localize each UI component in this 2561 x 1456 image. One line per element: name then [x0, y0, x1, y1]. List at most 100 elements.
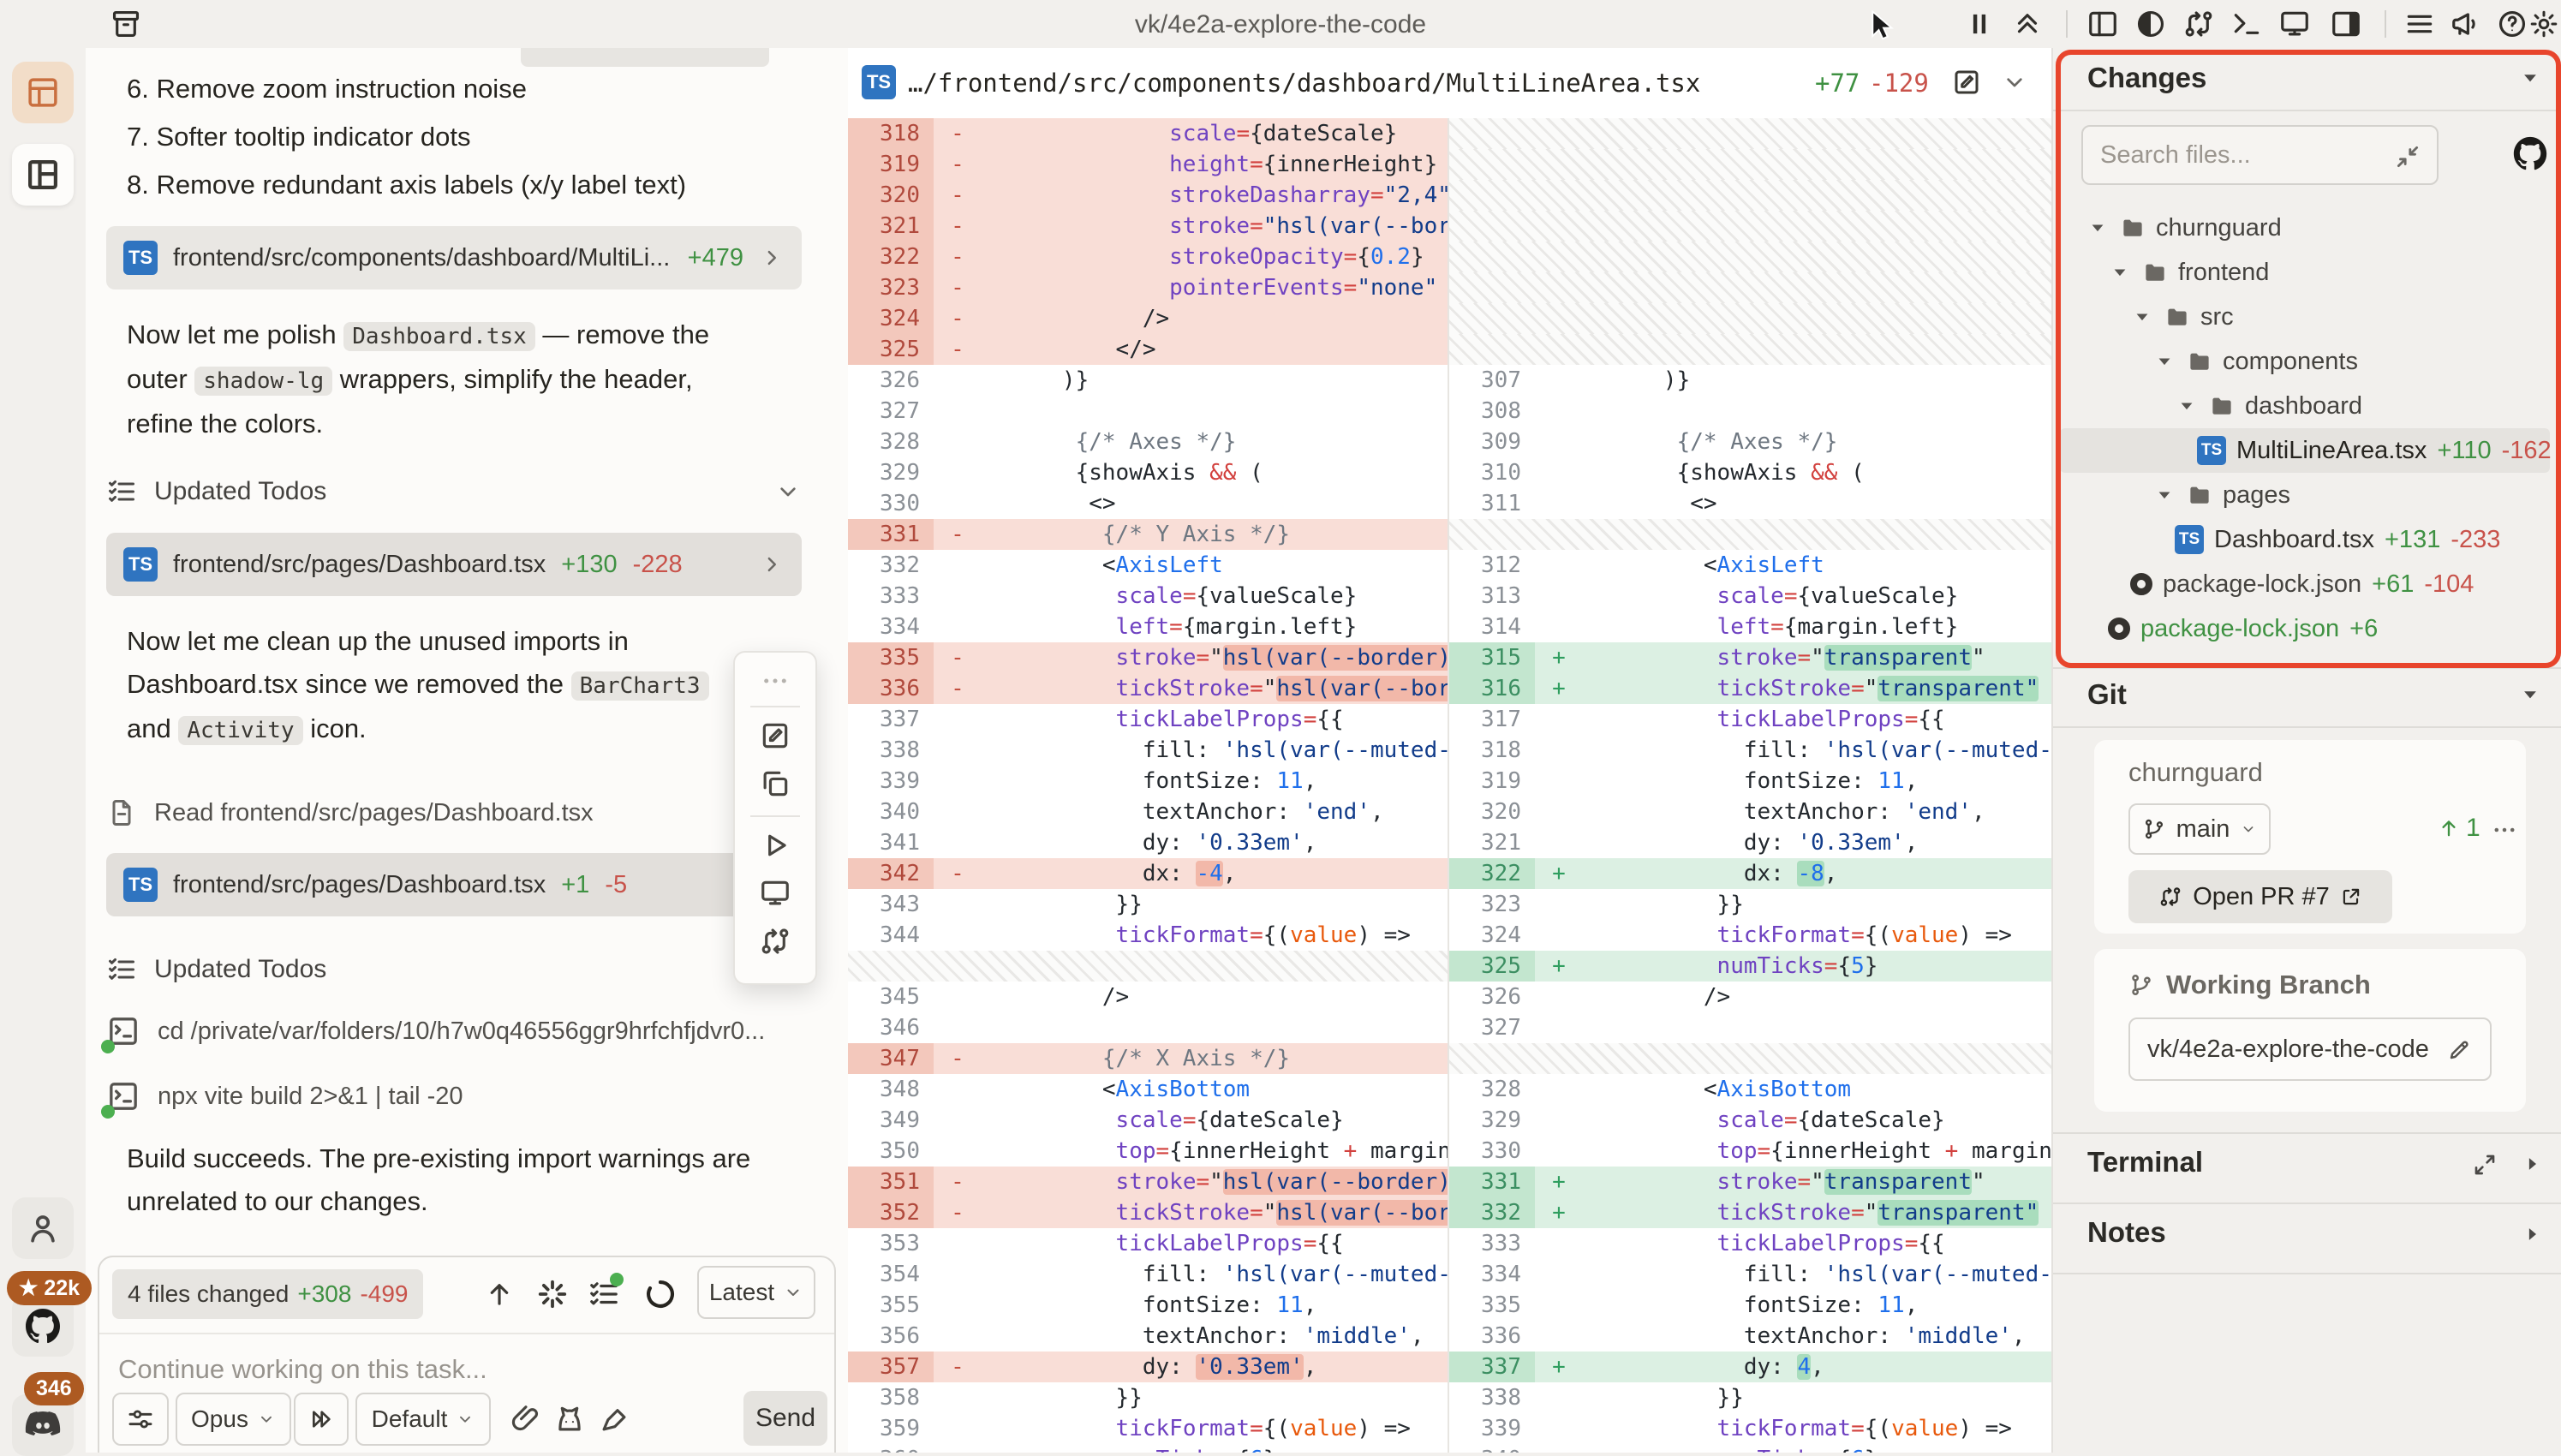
updated-todos-row[interactable]: Updated Todos [106, 947, 802, 992]
ts-file-icon: TS [862, 65, 896, 99]
caret-right-icon[interactable] [2519, 1221, 2545, 1247]
search-files-input[interactable] [2098, 132, 2367, 178]
fast-forward-button[interactable] [294, 1393, 349, 1446]
diff-pane-old[interactable]: 318- scale={dateScale}319- height={inner… [848, 118, 1448, 1453]
caret-down-icon[interactable] [2517, 65, 2543, 91]
git-section-title[interactable]: Git [2087, 678, 2127, 711]
file-chip-dashboard-1[interactable]: TS frontend/src/pages/Dashboard.tsx +130… [106, 533, 802, 596]
diff-row: 309 {/* Axes */} [1449, 427, 2051, 457]
diff-row: 325- </> [848, 334, 1448, 365]
caret-down-icon[interactable] [2517, 682, 2543, 707]
green-dot [610, 1273, 624, 1286]
mode-dropdown[interactable]: Default [355, 1393, 491, 1446]
terminal-icon[interactable] [2230, 8, 2263, 40]
app-window: { "top_bar": {"title": "vk/4e2a-explore-… [0, 0, 2561, 1453]
tree-folder-frontend[interactable]: frontend [2108, 250, 2269, 295]
spark-icon[interactable] [536, 1278, 569, 1310]
diff-row: 333 scale={valueScale} [848, 581, 1448, 612]
rail-item-account[interactable] [12, 1197, 74, 1259]
chevrons-up-icon[interactable] [2011, 8, 2044, 40]
folder-icon [2187, 482, 2212, 508]
menu-icon[interactable] [2403, 8, 2436, 40]
latest-dropdown[interactable]: Latest [697, 1266, 815, 1319]
files-changed-label: 4 files changed [128, 1280, 289, 1308]
monitor-icon[interactable] [759, 877, 791, 910]
copy-icon[interactable] [759, 767, 791, 800]
panel-right-icon[interactable] [2330, 8, 2362, 40]
tree-file-Dashboard.tsx[interactable]: TSDashboard.tsx+131-233 [2175, 517, 2500, 562]
files-changed-pill[interactable]: 4 files changed +308 -499 [112, 1269, 423, 1319]
send-button[interactable]: Send [743, 1391, 827, 1446]
diff-row: 348 <AxisBottom [848, 1074, 1448, 1105]
more-dots-icon[interactable] [2490, 815, 2519, 844]
diff-pane-new[interactable]: 307 )}308309 {/* Axes */}310 {showAxis &… [1449, 118, 2051, 1453]
notes-section-title[interactable]: Notes [2087, 1216, 2166, 1249]
git-compare-icon[interactable] [759, 925, 791, 958]
megaphone-icon[interactable] [2450, 8, 2482, 40]
diff-row: 356 textAnchor: 'middle', [848, 1321, 1448, 1352]
file-chip-multilinearea[interactable]: TS frontend/src/components/dashboard/Mul… [106, 226, 802, 289]
expand-icon[interactable] [2471, 1151, 2498, 1179]
edit-diff-icon[interactable] [759, 719, 791, 752]
rail-item-chat-active[interactable] [12, 62, 74, 123]
contrast-bubble-icon[interactable] [2134, 8, 2167, 40]
tree-file-MultiLineArea.tsx[interactable]: TSMultiLineArea.tsx+110-162 [2197, 428, 2552, 473]
terminal-command-row[interactable]: cd /private/var/folders/10/h7w0q46556ggr… [106, 1007, 765, 1055]
pen-icon[interactable] [598, 1403, 630, 1435]
updated-todos-row[interactable]: Updated Todos [106, 469, 802, 514]
todos-indicator[interactable] [588, 1278, 620, 1310]
tree-file-package-lock.json[interactable]: package-lock.json+61-104 [2130, 562, 2474, 606]
terminal-command-row[interactable]: npx vite build 2>&1 | tail -20 [106, 1072, 463, 1120]
panel-left-icon[interactable] [2086, 8, 2119, 40]
open-pr-label: Open PR #7 [2193, 883, 2330, 911]
removed-count: -129 [1869, 69, 1929, 98]
cat-icon[interactable] [553, 1403, 586, 1435]
attach-icon[interactable] [509, 1403, 541, 1435]
settings-sliders-button[interactable] [112, 1393, 169, 1446]
collapse-icon[interactable] [2393, 142, 2422, 171]
section-divider [2053, 110, 2561, 111]
read-file-row[interactable]: Read frontend/src/pages/Dashboard.tsx [106, 791, 594, 834]
monitor-icon[interactable] [2278, 8, 2311, 40]
diff-row: 336 textAnchor: 'middle', [1449, 1321, 2051, 1352]
tree-folder-dashboard[interactable]: dashboard [2175, 384, 2362, 428]
changes-section-title[interactable]: Changes [2087, 62, 2206, 94]
more-dots-icon[interactable] [759, 665, 791, 697]
tree-folder-pages[interactable]: pages [2152, 473, 2290, 517]
working-branch-field[interactable]: vk/4e2a-explore-the-code [2128, 1017, 2492, 1081]
github-icon[interactable] [2510, 134, 2550, 173]
chevron-down-icon[interactable] [2001, 69, 2028, 96]
scroll-up-icon[interactable] [483, 1278, 516, 1310]
diff-row: 337 tickLabelProps={{ [848, 704, 1448, 735]
model-label: Opus [191, 1405, 248, 1433]
file-chip-dashboard-2[interactable]: TS frontend/src/pages/Dashboard.tsx +1 -… [106, 853, 802, 916]
help-icon[interactable] [2496, 8, 2528, 40]
model-dropdown[interactable]: Opus [176, 1393, 291, 1446]
open-pr-button[interactable]: Open PR #7 [2128, 870, 2392, 923]
diff-row: 342- dx: -4, [848, 858, 1448, 889]
branch-dropdown[interactable]: main [2128, 803, 2271, 855]
play-icon[interactable] [759, 829, 791, 862]
diff-mode-icon[interactable] [1951, 67, 1982, 98]
file-path: frontend/src/components/dashboard/MultiL… [173, 244, 672, 272]
settings-gear-icon[interactable] [2528, 8, 2559, 40]
tree-file-package-lock.json[interactable]: package-lock.json+6 [2108, 606, 2378, 651]
git-compare-icon[interactable] [2182, 8, 2215, 40]
tree-folder-components[interactable]: components [2152, 339, 2358, 384]
rail-item-kanban[interactable] [12, 144, 74, 206]
task-input[interactable] [116, 1350, 805, 1389]
caret-right-icon[interactable] [2519, 1151, 2545, 1177]
caret-down-icon [2130, 305, 2154, 329]
pause-icon[interactable] [1963, 8, 1996, 40]
diff-row: 307 )} [1449, 365, 2051, 396]
diff-row: 331- {/* Y Axis */} [848, 519, 1448, 550]
tree-folder-churnguard[interactable]: churnguard [2086, 206, 2282, 250]
sliders-icon [130, 1411, 151, 1427]
search-files-box[interactable] [2081, 125, 2439, 185]
terminal-section-title[interactable]: Terminal [2087, 1146, 2203, 1179]
external-link-icon [2344, 890, 2358, 904]
section-divider [2053, 667, 2561, 669]
diff-row [1449, 519, 2051, 550]
diff-row: 315+ stroke="transparent" [1449, 642, 2051, 673]
tree-folder-src[interactable]: src [2130, 295, 2234, 339]
